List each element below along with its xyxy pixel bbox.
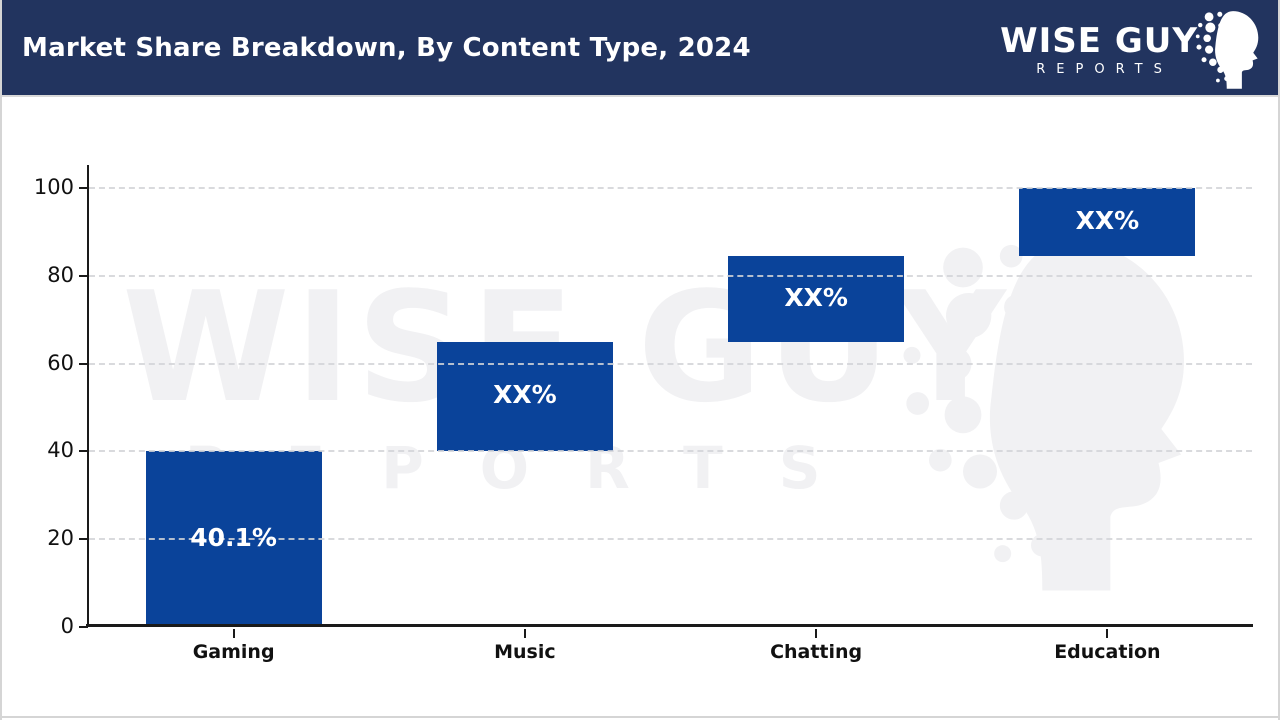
x-tick-education	[1106, 629, 1109, 638]
bar-label-chatting: XX%	[784, 282, 848, 312]
brand-head-icon	[1190, 8, 1266, 90]
gridline-40	[89, 450, 1252, 453]
watermark-head-icon	[878, 227, 1218, 597]
header-bar: Market Share Breakdown, By Content Type,…	[0, 0, 1280, 97]
y-tick-label-100: 100	[33, 175, 74, 199]
bar-label-music: XX%	[493, 380, 557, 410]
figure-border-right	[1278, 0, 1280, 720]
x-tick-chatting	[815, 629, 818, 638]
gridline-100	[89, 187, 1252, 189]
gridline-80	[89, 274, 1252, 277]
y-tick-40	[79, 450, 88, 453]
y-tick-100	[79, 187, 88, 189]
bar-chatting	[728, 256, 905, 342]
y-tick-label-40: 40	[47, 438, 74, 463]
y-tick-60	[79, 362, 88, 365]
brand-name: WISE GUY	[1000, 21, 1198, 61]
bar-label-education: XX%	[1075, 206, 1140, 236]
x-tick-label-gaming: Gaming	[192, 641, 275, 663]
y-tick-label-60: 60	[47, 350, 74, 375]
bar-music	[436, 341, 613, 451]
chart-title: Market Share Breakdown, By Content Type,…	[22, 32, 751, 63]
y-tick-20	[79, 538, 88, 541]
plot-area: WISE GUY REPORTS 0 20 40 60 80 100 Gaming Music…	[0, 99, 1280, 720]
gridline-20	[89, 538, 1252, 541]
y-tick-label-80: 80	[47, 262, 74, 287]
figure-border-bottom	[0, 716, 1280, 718]
y-tick-label-20: 20	[47, 526, 74, 551]
y-axis-line	[87, 165, 89, 627]
y-tick-label-0: 0	[60, 614, 74, 638]
brand-subtitle: REPORTS	[1036, 62, 1173, 77]
x-tick-label-education: Education	[1054, 641, 1161, 663]
bar-education	[1019, 188, 1196, 257]
brand-logo: WISE GUY REPORTS	[1000, 6, 1266, 92]
x-tick-label-chatting: Chatting	[770, 641, 863, 663]
x-tick-gaming	[232, 629, 235, 638]
brand-logo-text: WISE GUY REPORTS	[1000, 21, 1198, 77]
bar-label-gaming: 40.1%	[190, 522, 277, 552]
y-tick-0	[79, 626, 88, 628]
x-axis-line	[86, 624, 1253, 627]
y-tick-80	[79, 274, 88, 277]
x-tick-label-music: Music	[494, 641, 556, 663]
figure-border-left	[0, 0, 2, 720]
gridline-60	[89, 362, 1252, 365]
x-tick-music	[523, 629, 526, 638]
